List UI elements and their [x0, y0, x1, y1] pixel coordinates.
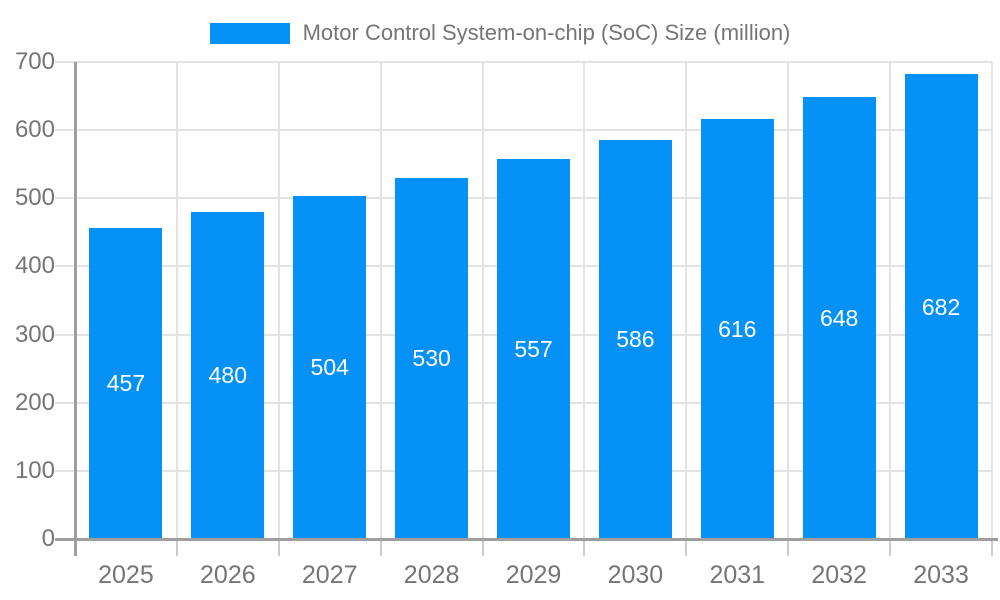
gridline-x-3	[379, 62, 382, 539]
bar-2032[interactable]: 648	[802, 97, 876, 539]
bar-2030[interactable]: 586	[598, 139, 672, 539]
x-axis-label-2026: 2026	[200, 561, 256, 589]
x-axis-label-2029: 2029	[505, 561, 562, 589]
gridline-x-8	[889, 62, 892, 539]
bar-value-label-2028: 530	[412, 345, 451, 372]
x-axis-label-2025: 2025	[98, 561, 154, 589]
y-axis-label-600: 600	[14, 116, 55, 144]
bar-2025[interactable]: 457	[89, 227, 163, 539]
y-axis-label-100: 100	[14, 456, 55, 484]
x-axis-tick-8	[889, 539, 892, 556]
bar-value-label-2032: 648	[819, 305, 859, 332]
x-axis-tick-6	[685, 539, 688, 556]
gridline-x-7	[787, 62, 790, 539]
bar-2033[interactable]: 682	[904, 74, 978, 539]
x-axis-line	[55, 538, 998, 541]
bar-value-label-2033: 682	[921, 293, 961, 320]
bar-value-label-2031: 616	[718, 316, 757, 343]
bar-2027[interactable]: 504	[293, 195, 367, 539]
y-axis-label-700: 700	[14, 48, 55, 75]
y-axis-label-0: 0	[41, 525, 55, 552]
gridline-x-6	[685, 62, 688, 539]
x-axis-label-2032: 2032	[811, 561, 867, 589]
bar-2029[interactable]: 557	[497, 159, 570, 539]
x-axis-label-2027: 2027	[301, 561, 358, 589]
gridline-y-600	[55, 129, 992, 132]
y-axis-line	[73, 62, 77, 556]
x-axis-label-2031: 2031	[709, 561, 766, 589]
x-axis-label-2030: 2030	[607, 561, 664, 589]
legend-label: Motor Control System-on-chip (SoC) Size …	[302, 20, 791, 45]
bar-2031[interactable]: 616	[700, 119, 774, 539]
gridline-x-1	[175, 62, 178, 539]
gridline-x-2	[277, 62, 280, 539]
x-axis-tick-9	[991, 539, 993, 556]
bar-2026[interactable]: 480	[191, 211, 265, 539]
bar-value-label-2027: 504	[310, 354, 349, 381]
bar-value-label-2026: 480	[208, 362, 248, 389]
x-axis-tick-7	[787, 539, 790, 556]
bar-value-label-2030: 586	[616, 326, 655, 353]
bar-value-label-2025: 457	[106, 370, 146, 397]
x-axis-tick-4	[481, 539, 484, 556]
gridline-x-9	[991, 62, 993, 539]
x-axis-label-2033: 2033	[913, 561, 969, 589]
legend-swatch	[209, 22, 290, 44]
bar-2028[interactable]: 530	[395, 177, 469, 539]
x-axis-label-2028: 2028	[403, 561, 460, 589]
gridline-y-700	[55, 61, 992, 63]
x-axis-tick-1	[175, 539, 178, 556]
y-axis-label-400: 400	[14, 252, 55, 280]
x-axis-tick-2	[277, 539, 280, 556]
y-axis-label-200: 200	[14, 388, 55, 416]
y-axis-label-500: 500	[14, 184, 55, 212]
gridline-x-4	[481, 62, 484, 539]
chart-legend[interactable]: Motor Control System-on-chip (SoC) Size …	[0, 17, 1000, 49]
bar-value-label-2029: 557	[514, 336, 553, 363]
gridline-x-5	[583, 62, 586, 539]
x-axis-tick-3	[379, 539, 382, 556]
x-axis-tick-5	[583, 539, 586, 556]
y-axis-label-300: 300	[14, 320, 55, 348]
